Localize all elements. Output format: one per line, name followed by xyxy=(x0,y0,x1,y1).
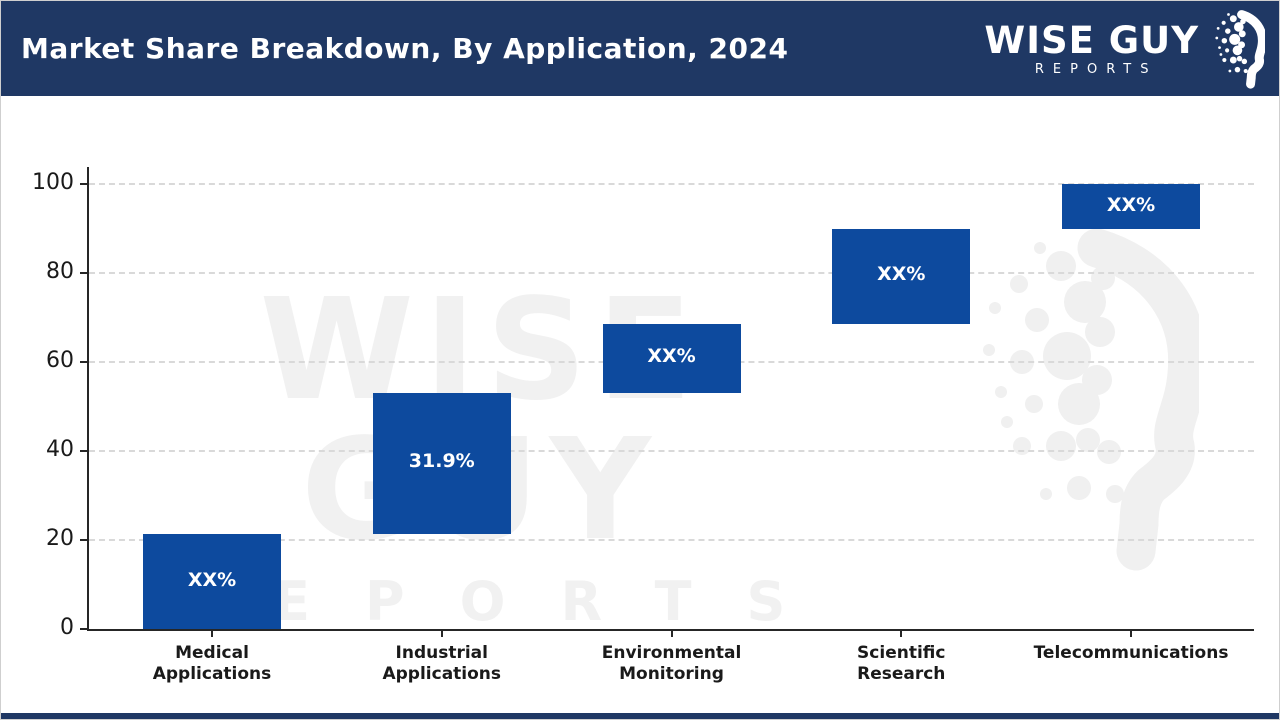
bar-value-label: XX% xyxy=(1106,193,1156,216)
y-tick-label: 0 xyxy=(60,615,74,640)
y-axis-line xyxy=(87,166,89,631)
y-tick-label: 40 xyxy=(46,437,74,463)
y-tick-label: 60 xyxy=(46,348,74,374)
x-category-label: Telecommunications xyxy=(1016,643,1246,664)
x-category-line: Applications xyxy=(152,664,272,684)
logo-subtitle: REPORTS xyxy=(1034,61,1158,77)
x-category-line: Environmental xyxy=(601,643,742,663)
gridline xyxy=(89,450,1254,453)
x-tick-mark xyxy=(1130,631,1133,637)
x-category-line: Research xyxy=(857,664,946,684)
y-tick-label: 20 xyxy=(46,526,74,552)
y-tick-label: 80 xyxy=(46,259,74,285)
x-category-line: Telecommunications xyxy=(1033,643,1229,663)
chart-title: Market Share Breakdown, By Application, … xyxy=(21,32,789,65)
x-category-line: Medical xyxy=(175,643,249,663)
x-category-line: Scientific xyxy=(857,643,946,663)
bar-segment xyxy=(143,534,281,629)
bar-segment xyxy=(832,229,971,324)
bar-value-label: XX% xyxy=(877,263,926,286)
bar-segment xyxy=(1062,184,1201,230)
y-tick-mark xyxy=(80,539,89,542)
x-category-line: Industrial xyxy=(395,643,488,663)
x-tick-mark xyxy=(900,631,903,637)
x-category-label: Environmental Monitoring xyxy=(557,643,787,685)
x-category-line: Monitoring xyxy=(619,664,724,684)
x-category-label: Industrial Applications xyxy=(327,643,557,685)
bar-value-label: XX% xyxy=(187,568,237,591)
y-tick-label: 100 xyxy=(32,170,74,196)
plot: 0 20 40 60 80 100 XX% Medical Applications 31.9% I… xyxy=(1,96,1279,719)
y-tick-mark xyxy=(80,628,89,630)
bar-value-label: XX% xyxy=(647,345,696,368)
x-axis-line xyxy=(87,629,1254,631)
gridline xyxy=(89,183,1254,186)
x-category-label: Medical Applications xyxy=(97,643,327,685)
bar-segment xyxy=(602,323,741,393)
y-tick-mark xyxy=(80,450,89,453)
x-tick-mark xyxy=(211,631,213,637)
logo-wordmark: WISE GUY xyxy=(984,18,1199,62)
x-category-line: Applications xyxy=(382,664,502,684)
wise-guy-logo: WISE GUY REPORTS xyxy=(984,9,1265,89)
logo-text: WISE GUY REPORTS xyxy=(984,22,1199,76)
gridline xyxy=(89,539,1254,542)
y-tick-mark xyxy=(80,272,89,275)
y-tick-mark xyxy=(80,183,89,186)
bar-value-label: 31.9% xyxy=(408,450,475,473)
gridline xyxy=(89,272,1254,275)
x-tick-mark xyxy=(440,631,443,637)
chart-area: WISE GUY REPORTS 020406080100XX%MedicalA… xyxy=(1,96,1279,719)
header: Market Share Breakdown, By Application, … xyxy=(1,1,1279,96)
footer-bar xyxy=(1,713,1279,719)
x-category-label: Scientific Research xyxy=(786,643,1016,685)
y-tick-mark xyxy=(80,361,89,364)
dot-face-icon xyxy=(1215,9,1265,89)
x-tick-mark xyxy=(670,631,673,637)
bar-segment xyxy=(372,392,511,535)
